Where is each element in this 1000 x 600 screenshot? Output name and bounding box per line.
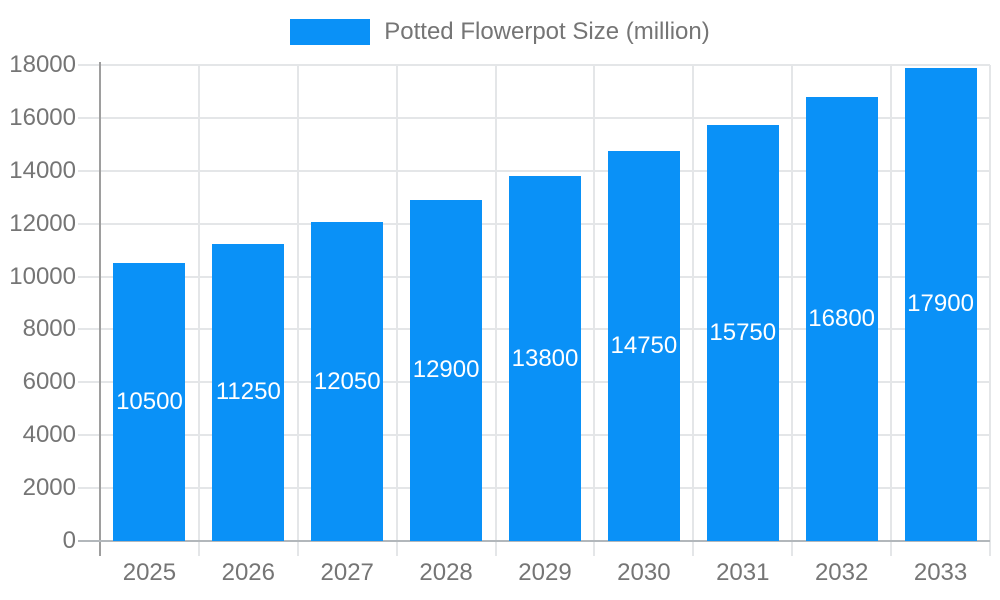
bar[interactable]: 12900: [410, 199, 483, 541]
legend-swatch: [290, 19, 371, 45]
y-tick-label: 6000: [22, 368, 76, 396]
bar-value-label: 17900: [907, 290, 974, 318]
gridline-vertical: [296, 65, 299, 556]
y-tick-label: 8000: [22, 315, 76, 343]
x-tick-label: 2027: [320, 559, 374, 586]
gridline-vertical: [197, 65, 200, 556]
bar[interactable]: 16800: [805, 96, 878, 541]
gridline-vertical: [890, 65, 893, 556]
x-tick-label: 2033: [913, 559, 968, 586]
bar[interactable]: 17900: [904, 67, 977, 541]
x-tick-label: 2026: [221, 559, 275, 586]
x-tick-label: 2031: [716, 559, 770, 586]
bar[interactable]: 15750: [706, 124, 779, 541]
gridline-vertical: [989, 65, 991, 556]
gridline-horizontal: [78, 116, 990, 119]
bar[interactable]: 13800: [509, 176, 581, 541]
x-tick-label: 2030: [617, 559, 671, 586]
y-tick-label: 4000: [22, 421, 76, 449]
y-axis-line: [99, 62, 101, 556]
bar[interactable]: 14750: [607, 150, 680, 541]
gridline-vertical: [494, 65, 497, 556]
bar-value-label: 15750: [709, 318, 777, 346]
legend-label: Potted Flowerpot Size (million): [384, 18, 710, 45]
y-tick-label: 12000: [9, 209, 76, 237]
y-tick-label: 14000: [9, 156, 76, 184]
gridline-horizontal: [78, 169, 990, 172]
legend[interactable]: Potted Flowerpot Size (million): [0, 16, 1000, 48]
bar-value-label: 10500: [116, 388, 183, 416]
bar-value-label: 12900: [412, 356, 480, 384]
y-tick-label: 10000: [9, 262, 76, 290]
gridline-vertical: [593, 65, 596, 556]
gridline-vertical: [791, 65, 794, 556]
x-tick-label: 2028: [419, 559, 473, 586]
y-tick-label: 18000: [9, 51, 76, 78]
y-tick-label: 2000: [22, 474, 76, 502]
x-axis-line: [78, 540, 990, 542]
bar[interactable]: 10500: [113, 263, 186, 541]
x-tick-label: 2025: [122, 559, 177, 586]
bar[interactable]: 11250: [212, 243, 285, 541]
bar-value-label: 11250: [215, 378, 281, 406]
bar-value-label: 12050: [313, 367, 381, 395]
x-tick-label: 2029: [518, 559, 572, 586]
bar-value-label: 14750: [610, 331, 678, 359]
bar[interactable]: 12050: [311, 222, 384, 541]
gridline-vertical: [692, 65, 695, 556]
gridline-vertical: [395, 65, 398, 556]
bar-value-label: 13800: [511, 344, 579, 372]
y-tick-label: 0: [62, 527, 76, 554]
gridline-horizontal: [78, 64, 990, 66]
bar-value-label: 16800: [808, 304, 876, 332]
y-tick-label: 16000: [9, 103, 76, 131]
x-tick-label: 2032: [814, 559, 869, 586]
